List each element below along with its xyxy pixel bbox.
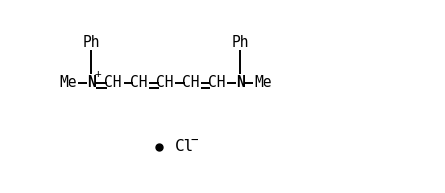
Text: CH: CH: [156, 75, 174, 90]
Text: N: N: [236, 75, 244, 90]
Text: CH: CH: [182, 75, 199, 90]
Text: Ph: Ph: [231, 35, 249, 50]
Text: Me: Me: [59, 75, 77, 90]
Text: CH: CH: [207, 75, 225, 90]
Text: −: −: [191, 134, 198, 147]
Text: CH: CH: [130, 75, 147, 90]
Text: Me: Me: [254, 75, 271, 90]
Text: Ph: Ph: [82, 35, 100, 50]
Text: CH: CH: [104, 75, 121, 90]
Text: N: N: [87, 75, 96, 90]
Text: Cl: Cl: [174, 139, 194, 154]
Text: +: +: [95, 69, 102, 80]
